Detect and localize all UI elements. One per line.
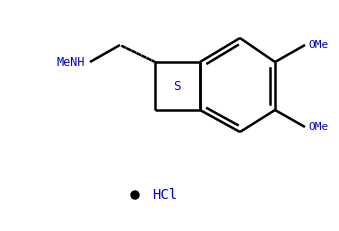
Text: HCl: HCl [152, 188, 177, 202]
Text: S: S [173, 79, 181, 92]
Text: OMe: OMe [308, 40, 328, 50]
Text: OMe: OMe [308, 122, 328, 132]
Circle shape [131, 191, 139, 199]
Text: MeNH: MeNH [57, 57, 85, 70]
